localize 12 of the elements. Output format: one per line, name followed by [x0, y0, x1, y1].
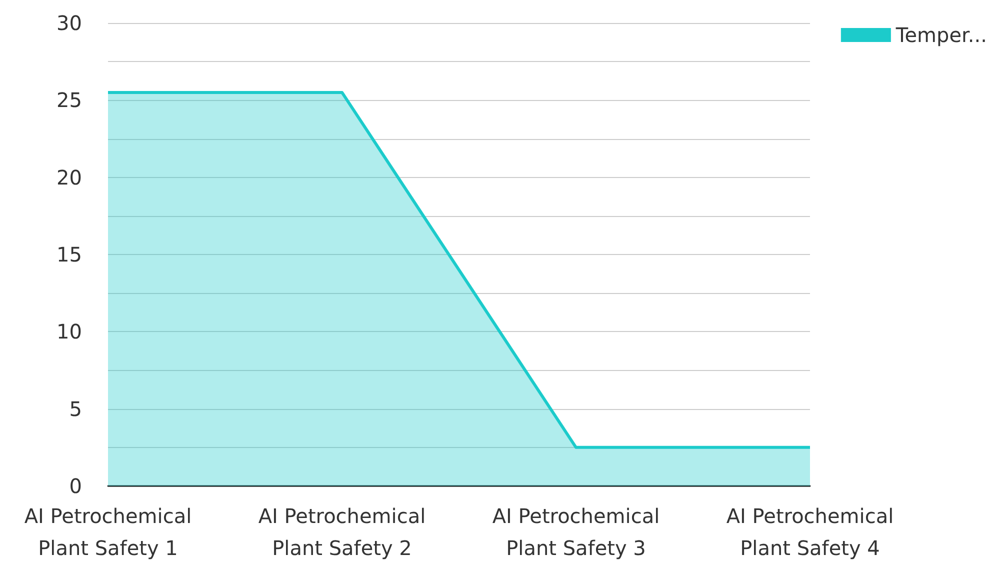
x-tick-label: AI Petrochemical Plant Safety 4: [726, 504, 894, 560]
y-tick-label: 5: [69, 396, 82, 421]
x-tick-label: AI Petrochemical Plant Safety 2: [258, 504, 426, 560]
x-tick-label: AI Petrochemical Plant Safety 1: [24, 504, 192, 560]
legend-label: Temper...: [894, 23, 988, 47]
y-tick-label: 15: [56, 242, 82, 266]
y-tick-label: 0: [69, 474, 82, 498]
y-tick-label: 30: [56, 11, 82, 35]
y-tick-label: 25: [56, 88, 82, 112]
y-tick-label: 10: [56, 320, 82, 344]
y-tick-label: 20: [56, 165, 82, 190]
x-tick-label: AI Petrochemical Plant Safety 3: [492, 504, 660, 560]
